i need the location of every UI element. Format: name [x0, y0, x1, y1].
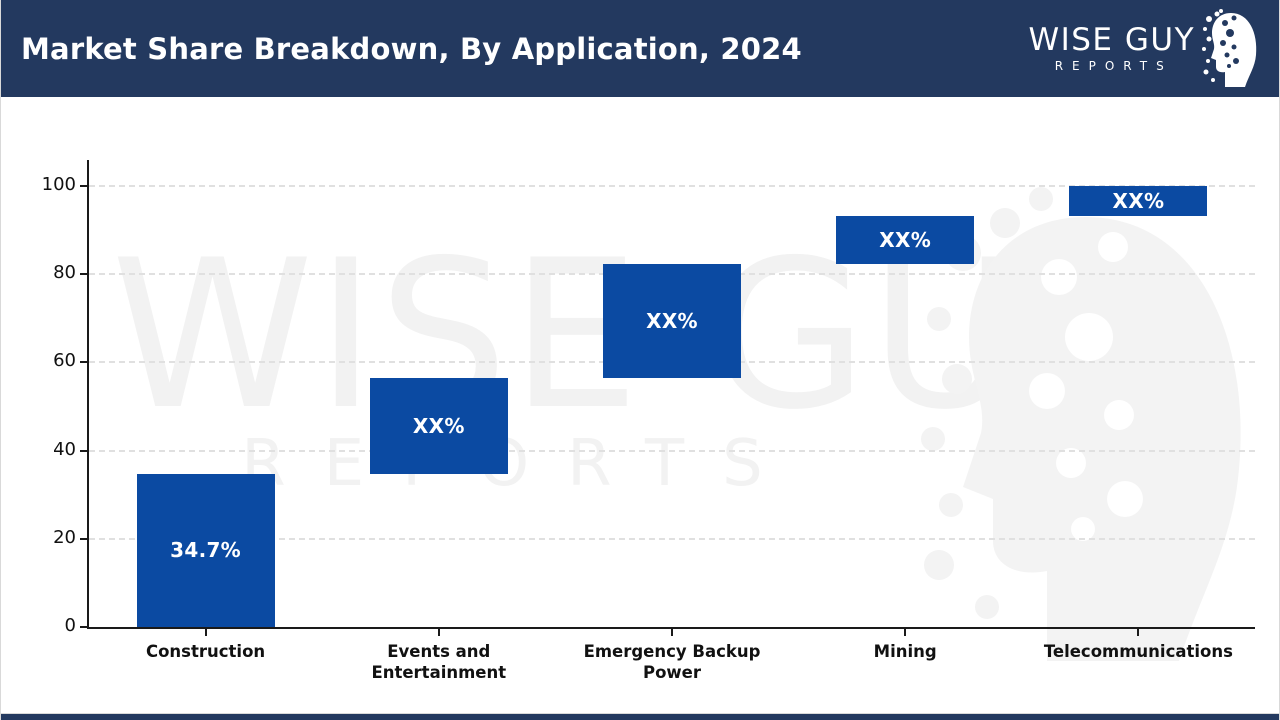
y-tick-label-40: 40	[53, 438, 76, 460]
gridline-40	[89, 449, 1255, 452]
logo-subtitle: REPORTS	[1054, 58, 1173, 73]
header-bar: Market Share Breakdown, By Application, …	[1, 0, 1279, 97]
category-label-telecommunications: Telecommunications	[1043, 642, 1233, 661]
logo-text: WISE GUY REPORTS	[1028, 24, 1195, 73]
bar-mining: XX%	[836, 215, 975, 264]
y-tick-60	[80, 361, 88, 364]
logo-wordmark: WISE GUY	[1028, 22, 1195, 59]
y-tick-label-20: 20	[53, 526, 76, 548]
bar-value-label-mining: XX%	[879, 227, 932, 252]
bar-events-and-entertainment: XX%	[369, 377, 508, 474]
category-label-events-and-entertainment: Events and Entertainment	[371, 642, 507, 682]
bar-value-label-telecommunications: XX%	[1112, 188, 1165, 213]
bar-emergency-backup-power: XX%	[603, 263, 741, 378]
y-tick-label-100: 100	[41, 174, 76, 195]
bar-telecommunications: XX%	[1069, 186, 1208, 216]
page-title: Market Share Breakdown, By Application, …	[21, 31, 802, 66]
x-tick-events-and-entertainment	[437, 629, 440, 636]
y-tick-20	[80, 537, 88, 540]
bar-construction: 34.7%	[136, 473, 275, 627]
bar-value-label-emergency-backup-power: XX%	[646, 308, 698, 333]
y-tick-80	[80, 273, 88, 276]
x-tick-emergency-backup-power	[671, 629, 673, 636]
gridline-100	[89, 185, 1255, 187]
category-label-construction: Construction	[145, 642, 266, 661]
bar-value-label-events-and-entertainment: XX%	[412, 413, 465, 438]
logo-face-icon	[1202, 8, 1257, 87]
x-axis-spine	[87, 627, 1255, 629]
bar-value-label-construction: 34.7%	[170, 538, 242, 563]
y-tick-100	[80, 185, 88, 187]
gridline-20	[89, 537, 1255, 540]
x-tick-mining	[904, 629, 907, 636]
category-label-emergency-backup-power: Emergency Backup Power	[583, 642, 761, 682]
y-axis-spine	[87, 160, 89, 628]
y-tick-label-60: 60	[53, 350, 76, 372]
x-tick-construction	[204, 629, 207, 636]
footer-bar	[1, 714, 1279, 720]
wiseguy-logo: WISE GUY REPORTS	[1028, 8, 1263, 89]
y-tick-label-0: 0	[64, 615, 76, 636]
y-tick-0	[80, 626, 88, 628]
y-tick-40	[80, 449, 88, 452]
category-label-mining: Mining	[873, 642, 937, 661]
bottom-hairline	[1, 713, 1279, 714]
x-tick-telecommunications	[1137, 629, 1140, 636]
y-tick-label-80: 80	[53, 262, 76, 284]
